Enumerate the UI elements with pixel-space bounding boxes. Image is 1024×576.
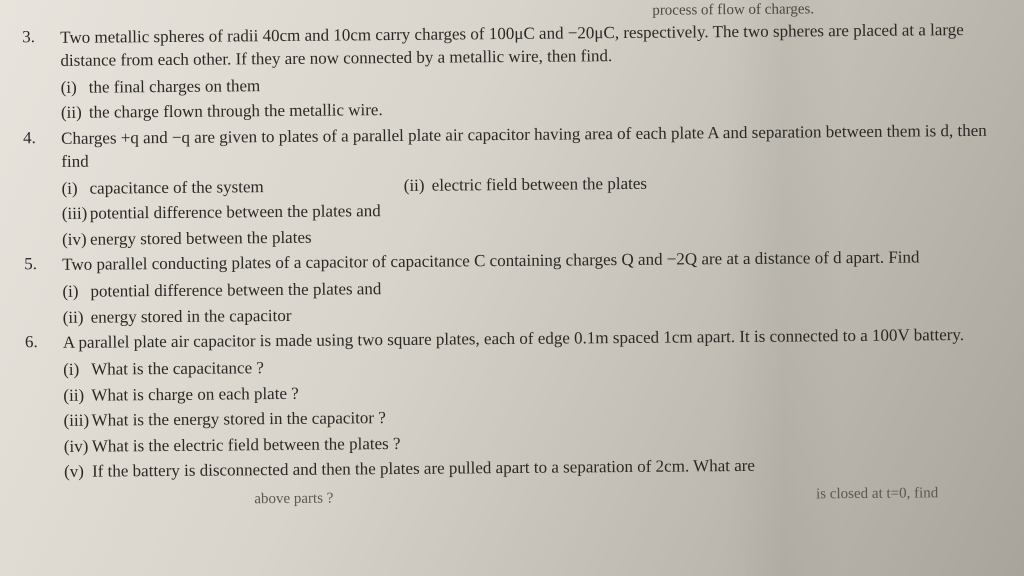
question-text: Charges +q and −q are given to plates of… xyxy=(61,120,995,174)
question-body: Two parallel conducting plates of a capa… xyxy=(52,246,997,330)
sub-item-number: (i) xyxy=(61,75,77,101)
sub-item-number: (ii) xyxy=(63,382,84,408)
sub-item-text: If the battery is disconnected and then … xyxy=(92,456,755,481)
question-number: 4. xyxy=(23,128,36,148)
question-number: 6. xyxy=(25,332,38,352)
sub-item-number: (ii) xyxy=(63,304,84,330)
question-body: A parallel plate air capacitor is made u… xyxy=(53,324,998,485)
question-4: 4. Charges +q and −q are given to plates… xyxy=(51,120,996,253)
question-3: 3. Two metallic spheres of radii 40cm an… xyxy=(50,19,995,126)
sub-item: (ii) electric field between the plates xyxy=(404,171,647,199)
sub-item-number: (ii) xyxy=(61,100,82,126)
sub-item-text: the final charges on them xyxy=(89,76,261,96)
sub-item-number: (i) xyxy=(62,279,78,305)
document-page: process of flow of charges. 3. Two metal… xyxy=(50,0,998,510)
question-text: Two metallic spheres of radii 40cm and 1… xyxy=(60,19,994,73)
sub-item: (i) capacitance of the system xyxy=(61,174,263,201)
question-number: 3. xyxy=(22,27,35,47)
sub-item-number: (i) xyxy=(61,176,77,202)
sub-item-text: potential difference between the plates … xyxy=(90,279,381,301)
sub-item-number: (ii) xyxy=(404,172,425,198)
sub-item-text: the charge flown through the metallic wi… xyxy=(89,100,383,122)
sub-item-number: (iii) xyxy=(63,408,89,434)
sub-item-number: (iv) xyxy=(64,433,89,459)
sub-item-text: What is charge on each plate ? xyxy=(91,383,299,404)
sub-item-text: What is the capacitance ? xyxy=(91,358,264,379)
question-body: Charges +q and −q are given to plates of… xyxy=(51,120,996,253)
sub-items-list: (i) capacitance of the system (ii) elect… xyxy=(61,168,996,253)
sub-items-list: (i) the final charges on them (ii) the c… xyxy=(61,67,995,126)
sub-item-text: energy stored in the capacitor xyxy=(91,306,292,327)
partial-cutoff-bottom-right: is closed at t=0, find xyxy=(816,485,938,503)
sub-items-list: (i) What is the capacitance ? (ii) What … xyxy=(63,349,998,485)
sub-item-number: (i) xyxy=(63,357,79,383)
partial-cutoff-bottom-left: above parts ? xyxy=(254,490,333,508)
question-5: 5. Two parallel conducting plates of a c… xyxy=(52,246,997,330)
sub-item-number: (v) xyxy=(64,459,84,485)
sub-item-number: (iv) xyxy=(62,226,87,252)
sub-item-number: (iii) xyxy=(62,201,88,227)
sub-item-text: What is the energy stored in the capacit… xyxy=(92,408,386,430)
sub-item-text: potential difference between the plates … xyxy=(90,201,381,223)
question-number: 5. xyxy=(24,254,37,274)
sub-item-text: energy stored between the plates xyxy=(90,227,312,248)
sub-item-text: What is the electric field between the p… xyxy=(92,434,401,456)
sub-items-list: (i) potential difference between the pla… xyxy=(62,271,996,330)
sub-item-text: electric field between the plates xyxy=(432,174,647,195)
question-6: 6. A parallel plate air capacitor is mad… xyxy=(53,324,998,485)
question-body: Two metallic spheres of radii 40cm and 1… xyxy=(50,19,995,126)
sub-item-text: capacitance of the system xyxy=(89,177,263,198)
